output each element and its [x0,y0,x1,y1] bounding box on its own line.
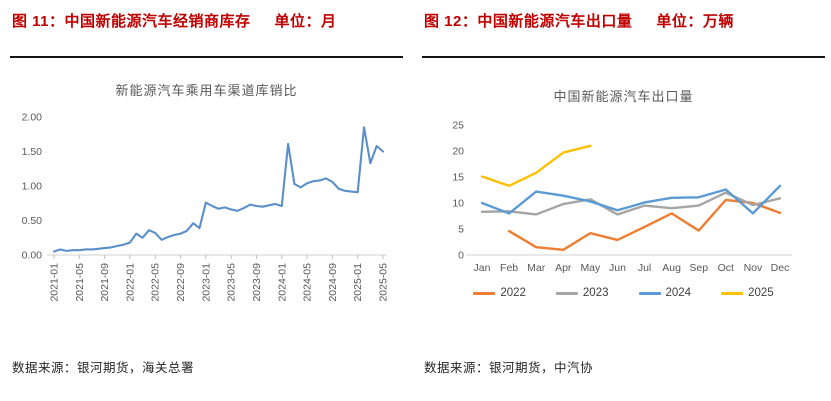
series-line-2025 [480,144,592,188]
svg-text:1.00: 1.00 [22,181,43,193]
svg-text:2023-05: 2023-05 [226,263,238,302]
svg-text:10: 10 [452,198,464,210]
x-axis [47,254,387,259]
figure-12-header: 图 12：中国新能源汽车出口量 单位：万辆 [424,10,825,31]
legend-item-2022: 2022 [473,287,526,299]
svg-text:Mar: Mar [527,262,546,274]
svg-text:0: 0 [458,250,464,262]
series-line-2023 [480,191,782,216]
legend-item-2024: 2024 [638,287,692,299]
svg-text:0.50: 0.50 [22,215,43,227]
figure-11-caption: 图 11：中国新能源汽车经销商库存 [12,13,251,30]
svg-text:2.00: 2.00 [22,112,43,124]
svg-text:2025-05: 2025-05 [378,263,390,302]
figure-11-header: 图 11：中国新能源汽车经销商库存 单位：月 [12,10,403,31]
figure-11-unit: 单位：月 [274,13,337,30]
series-line-2022 [507,198,782,252]
svg-text:5: 5 [458,224,464,236]
header-divider [10,56,403,58]
svg-text:1.50: 1.50 [22,146,43,158]
series-line-2024 [480,184,782,215]
x-axis-labels: Jan Feb Mar Apr May Jun Jul Aug Sep Oct Nov Dec [474,262,790,274]
svg-text:2023-01: 2023-01 [200,263,212,302]
legend-item-2023: 2023 [555,287,609,299]
svg-text:2024-05: 2024-05 [302,263,314,302]
svg-text:20: 20 [452,146,464,158]
export-chart-title: 中国新能源汽车出口量 [553,89,694,104]
svg-text:2023-09: 2023-09 [251,263,263,302]
legend-label: 2024 [665,287,692,299]
svg-text:25: 25 [452,120,464,132]
legend-line-swatch [638,291,661,295]
svg-text:2022-01: 2022-01 [124,263,136,302]
svg-text:2025-01: 2025-01 [352,263,364,302]
legend-label: 2023 [582,287,609,299]
y-axis-labels: 0 5 10 15 20 25 [452,120,464,262]
svg-text:May: May [580,262,601,274]
svg-text:Apr: Apr [555,262,572,274]
svg-text:2024-09: 2024-09 [327,263,339,302]
legend-line-swatch [721,291,744,295]
chart-legend: 2022 2023 2024 2025 [422,287,825,299]
y-axis-labels: 0.00 0.50 1.00 1.50 2.00 [22,112,43,262]
svg-text:0.00: 0.00 [22,250,43,262]
legend-item-2025: 2025 [721,287,774,299]
svg-text:2021-09: 2021-09 [99,263,111,302]
legend-line-swatch [555,291,578,295]
svg-text:Aug: Aug [662,262,681,274]
figure-12: 图 12：中国新能源汽车出口量 单位：万辆 中国新能源汽车出口量 0 5 10 15 20… [422,0,825,401]
svg-text:Nov: Nov [744,262,763,274]
series-line-新能源汽车乘用车渠道库销比 [52,126,385,253]
legend-label: 2022 [500,287,526,299]
svg-text:2021-05: 2021-05 [74,263,86,302]
svg-text:2022-09: 2022-09 [175,263,187,302]
legend-label: 2025 [748,287,774,299]
export-volume-line-chart: 0 5 10 15 20 25 Jan Feb Mar Apr May Jun Jul Aug Sep Oct… [452,120,792,274]
svg-text:Oct: Oct [718,262,734,274]
svg-text:15: 15 [452,172,464,184]
inventory-chart-title: 新能源汽车乘用车渠道库销比 [115,83,298,98]
svg-text:Dec: Dec [771,262,790,274]
svg-text:Jan: Jan [474,262,491,274]
svg-text:2024-01: 2024-01 [276,263,288,302]
header-divider [422,56,825,58]
svg-text:2022-05: 2022-05 [150,263,162,302]
svg-text:Feb: Feb [500,262,518,274]
figure-11: 图 11：中国新能源汽车经销商库存 单位：月 新能源汽车乘用车渠道库销比 0.00… [10,0,403,401]
figure-11-source: 数据来源：银河期货，海关总署 [12,361,195,375]
legend-line-swatch [473,291,496,295]
svg-text:Jun: Jun [609,262,626,274]
svg-text:Sep: Sep [689,262,708,274]
figure-12-source: 数据来源：银河期货，中汽协 [424,361,594,375]
x-axis-labels: 2021-01 2021-05 2021-09 2022-01 2022-05 2022-… [49,263,390,302]
svg-text:Jul: Jul [638,262,651,274]
figure-12-unit: 单位：万辆 [656,13,734,30]
svg-text:2021-01: 2021-01 [49,263,61,302]
figure-12-caption: 图 12：中国新能源汽车出口量 [424,13,633,30]
